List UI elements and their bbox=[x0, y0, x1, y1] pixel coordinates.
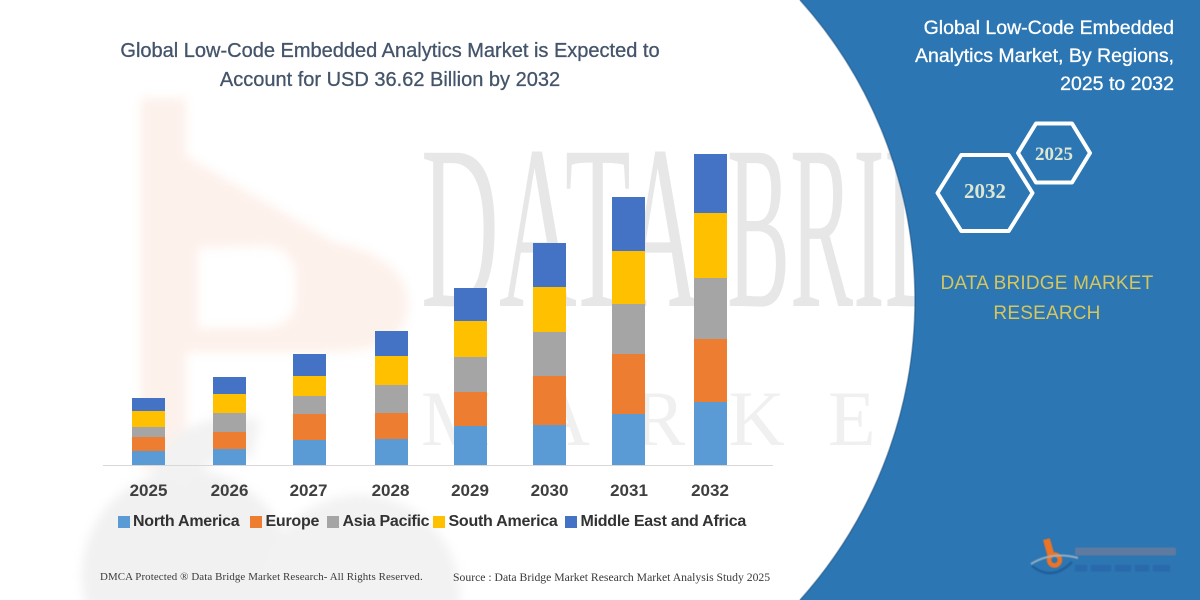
svg-text:2025: 2025 bbox=[1035, 144, 1073, 165]
svg-text:2032: 2032 bbox=[964, 179, 1006, 203]
